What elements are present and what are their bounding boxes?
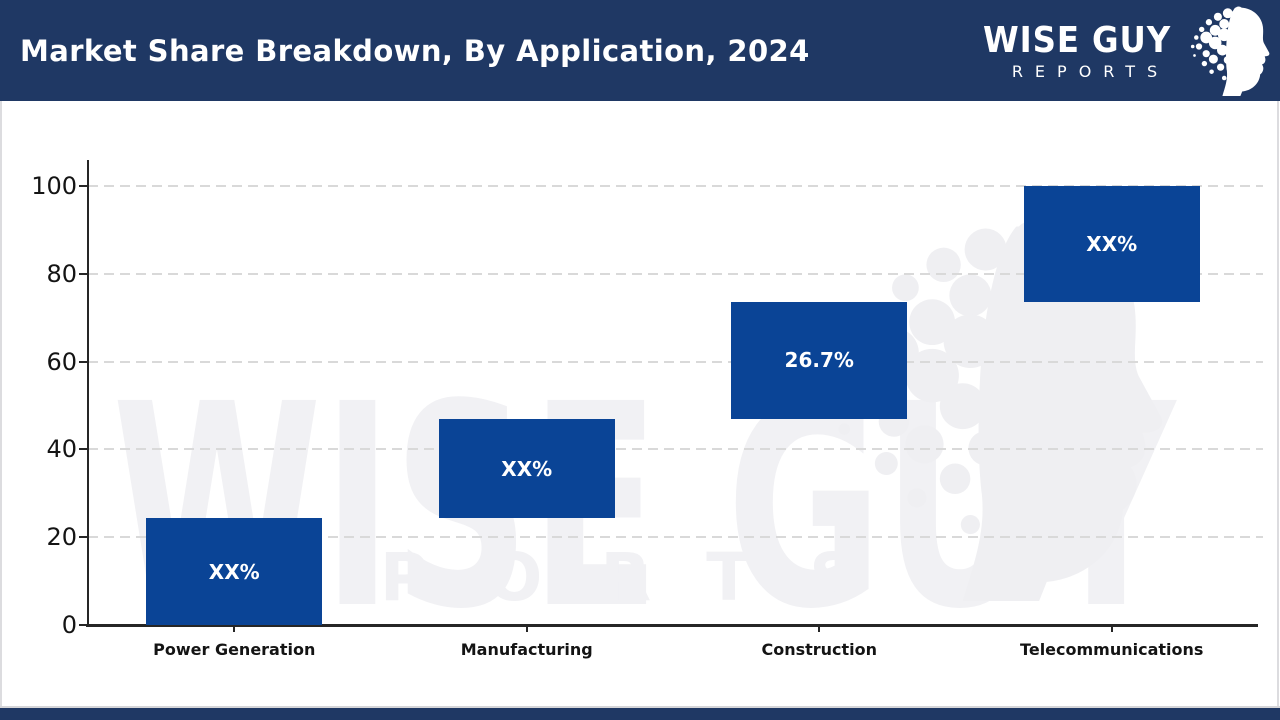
gridline-60 <box>88 360 1263 363</box>
bar-value-label-telecommunications: XX% <box>1086 231 1138 256</box>
y-tick-mark-40 <box>79 448 88 451</box>
gridline-100 <box>88 185 1263 187</box>
x-tick-mark-0 <box>233 625 236 632</box>
x-axis-label-construction: Construction <box>761 640 878 659</box>
y-tick-mark-80 <box>79 272 88 275</box>
y-tick-label-20: 20 <box>46 523 77 552</box>
bar-power-generation: XX% <box>146 518 323 625</box>
bar-construction: 26.7% <box>731 301 908 420</box>
x-axis-label-power-generation: Power Generation <box>153 640 316 659</box>
bar-value-label-power-generation: XX% <box>208 559 260 584</box>
x-axis-label-manufacturing: Manufacturing <box>460 640 593 659</box>
header-bar: Market Share Breakdown, By Application, … <box>0 0 1280 101</box>
figure-border-right <box>1277 101 1279 708</box>
plot-area: WISE GUY REPORTS 0 20 40 60 80 100 XX% Power Ge… <box>0 101 1280 708</box>
gridline-40 <box>88 448 1263 451</box>
x-tick-mark-1 <box>525 625 528 632</box>
y-tick-label-80: 80 <box>46 259 77 288</box>
gridline-80 <box>88 272 1263 275</box>
y-tick-label-0: 0 <box>61 611 77 639</box>
x-tick-mark-2 <box>818 625 821 632</box>
logo-wordmark: WISE GUY <box>982 20 1172 61</box>
y-tick-mark-100 <box>79 185 88 187</box>
y-tick-label-40: 40 <box>46 435 77 464</box>
y-tick-mark-20 <box>79 536 88 539</box>
y-tick-label-100: 100 <box>31 172 77 200</box>
bar-value-label-construction: 26.7% <box>784 348 854 373</box>
figure-border-bottom <box>0 706 1280 708</box>
x-tick-mark-3 <box>1110 625 1113 632</box>
x-axis-label-telecommunications: Telecommunications <box>1020 640 1204 659</box>
y-axis-line <box>87 159 89 627</box>
footer-bar <box>0 708 1280 720</box>
logo-text: WISE GUY REPORTS <box>983 20 1192 81</box>
y-tick-mark-60 <box>79 360 88 363</box>
logo-head-icon <box>1190 5 1270 96</box>
chart-title: Market Share Breakdown, By Application, … <box>20 33 810 68</box>
bar-telecommunications: XX% <box>1023 186 1200 302</box>
bar-value-label-manufacturing: XX% <box>501 456 553 481</box>
y-tick-mark-0 <box>79 624 88 626</box>
x-axis-line <box>86 624 1258 627</box>
gridline-20 <box>88 536 1263 539</box>
logo-subtext: REPORTS <box>1011 62 1170 81</box>
y-tick-label-60: 60 <box>46 347 77 376</box>
brand-logo: WISE GUY REPORTS <box>983 0 1274 101</box>
figure-border-left <box>0 101 2 708</box>
bar-manufacturing: XX% <box>438 419 615 519</box>
